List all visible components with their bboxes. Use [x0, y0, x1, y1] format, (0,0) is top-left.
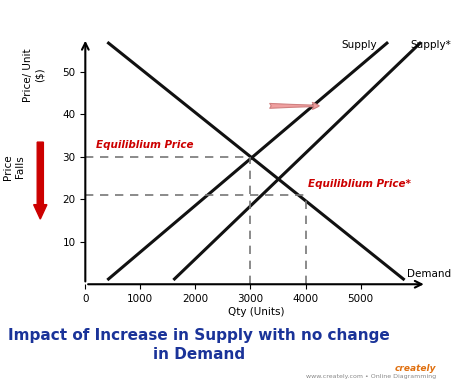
Text: Impact of Increase in Supply with no change: Impact of Increase in Supply with no cha… — [8, 328, 390, 343]
Text: Equiliblium Price: Equiliblium Price — [96, 141, 194, 150]
Text: Supply*: Supply* — [410, 40, 451, 50]
X-axis label: Qty (Units): Qty (Units) — [228, 307, 284, 317]
Text: Equiliblium Price*: Equiliblium Price* — [308, 179, 411, 189]
Text: Supply: Supply — [341, 40, 377, 50]
Text: in Demand: in Demand — [153, 347, 245, 362]
Text: Demand: Demand — [407, 269, 451, 279]
Text: www.creately.com • Online Diagramming: www.creately.com • Online Diagramming — [306, 374, 436, 379]
Text: Price
Falls: Price Falls — [3, 154, 25, 180]
Text: creately: creately — [394, 364, 436, 373]
Y-axis label: Price/ Unit
($): Price/ Unit ($) — [23, 48, 45, 102]
